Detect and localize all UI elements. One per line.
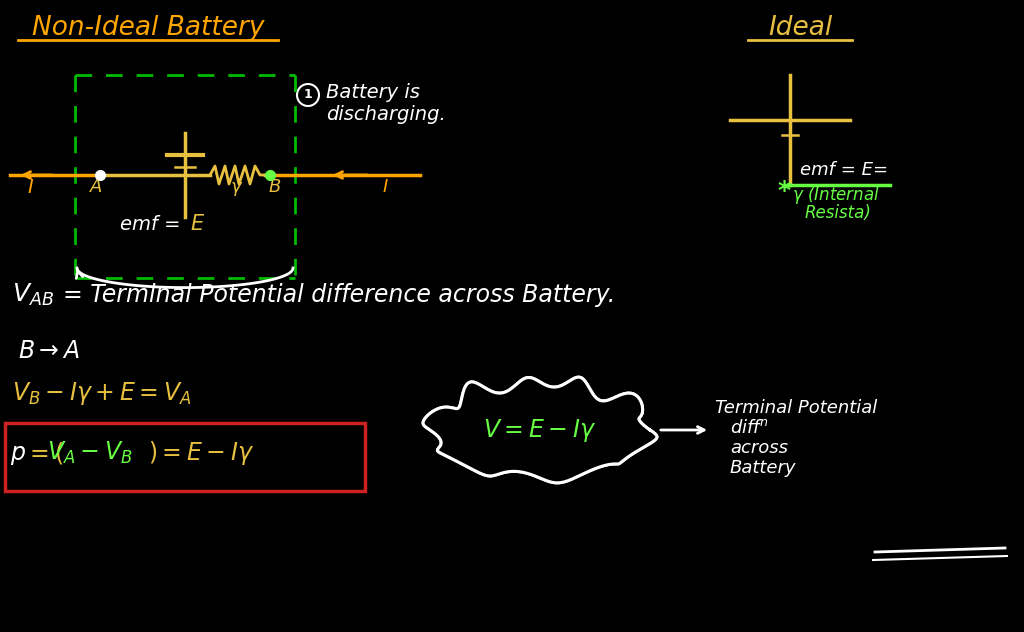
Text: discharging.: discharging. [326, 104, 445, 123]
Text: $V_{AB}$: $V_{AB}$ [12, 282, 54, 308]
Text: $\gamma$ (Internal: $\gamma$ (Internal [792, 184, 880, 206]
Text: $) = E - I\gamma$: $) = E - I\gamma$ [148, 439, 254, 467]
Text: I: I [27, 178, 33, 197]
Text: diff$^n$: diff$^n$ [730, 419, 768, 437]
Text: E: E [190, 214, 203, 234]
Text: emf =: emf = [120, 215, 180, 234]
Text: I: I [382, 178, 388, 196]
Text: $V_A - V_B$: $V_A - V_B$ [47, 440, 133, 466]
Text: Ideal: Ideal [768, 15, 833, 41]
Text: Terminal Potential: Terminal Potential [715, 399, 878, 417]
Text: $V_B - I\gamma + E = V_A$: $V_B - I\gamma + E = V_A$ [12, 380, 191, 407]
Text: A: A [90, 178, 102, 196]
Text: = Terminal Potential difference across Battery.: = Terminal Potential difference across B… [63, 283, 615, 307]
Text: Battery: Battery [730, 459, 797, 477]
Text: across: across [730, 439, 788, 457]
Polygon shape [423, 377, 657, 483]
Bar [5, 423, 365, 491]
Text: *: * [778, 179, 792, 203]
Text: $\gamma$: $\gamma$ [230, 180, 244, 198]
Text: 1: 1 [304, 88, 312, 102]
Text: $V = E - I\gamma$: $V = E - I\gamma$ [483, 416, 597, 444]
Text: Non-Ideal Battery: Non-Ideal Battery [32, 15, 264, 41]
Text: Battery is: Battery is [326, 83, 420, 102]
Text: $= ($: $= ($ [25, 439, 63, 466]
Text: emf = E=: emf = E= [800, 161, 888, 179]
Text: $B \rightarrow A$: $B \rightarrow A$ [18, 339, 80, 363]
Text: B: B [269, 178, 282, 196]
Text: Resista): Resista) [805, 204, 871, 222]
Text: p: p [10, 441, 25, 465]
